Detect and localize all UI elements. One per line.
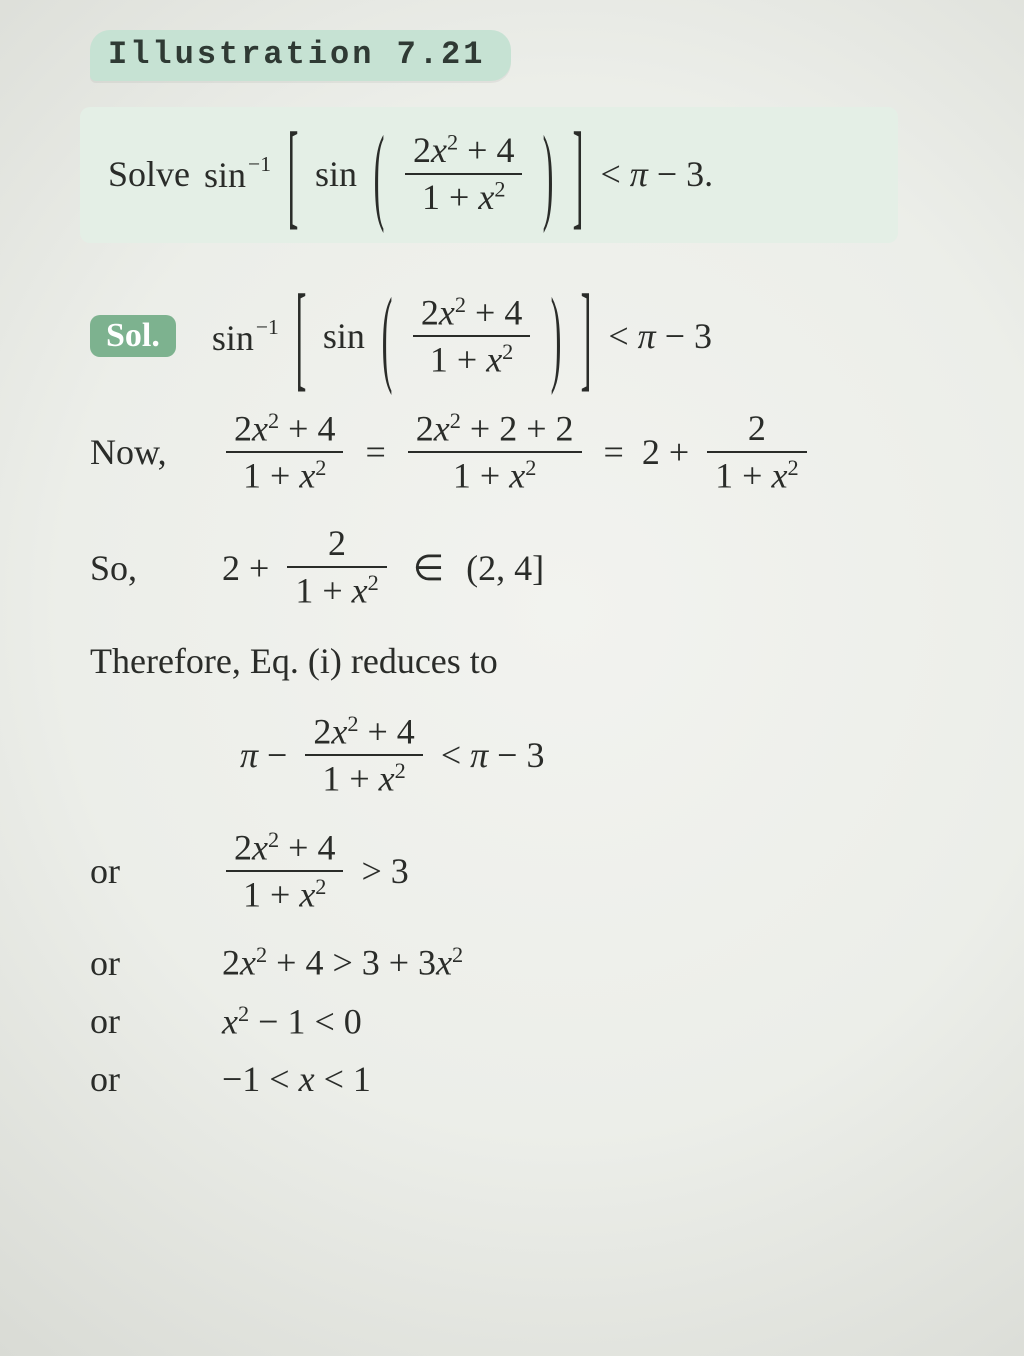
right-paren-icon: ) [541, 120, 555, 228]
left-bracket-icon: [ [286, 115, 300, 234]
rhs: > 3 [361, 853, 408, 889]
equals-icon: = [365, 434, 385, 470]
reduced-line-3: or 2x2 + 4 > 3 + 3x2 [90, 944, 984, 980]
equals-icon: = [604, 434, 624, 470]
interval: (2, 4] [466, 550, 544, 586]
expr: −1 < x < 1 [222, 1061, 371, 1097]
expr-sin-inv: sin−1 [204, 154, 271, 193]
solution-line-1: Sol. sin−1 [ sin ( 2x2 + 4 1 + x2 ) ] < … [90, 293, 984, 379]
lead-now: Now, [90, 434, 208, 470]
solution-line-3: So, 2 + 2 1 + x2 ∈ (2, 4] [90, 525, 984, 610]
expr: 2x2 + 4 > 3 + 3x2 [222, 944, 463, 980]
fraction: 2 1 + x2 [287, 525, 386, 610]
fraction: 2 1 + x2 [707, 410, 806, 495]
left-paren-icon: ( [380, 282, 394, 390]
lead-or: or [90, 853, 208, 889]
two-plus: 2 + [222, 550, 269, 586]
solution-line-2: Now, 2x2 + 4 1 + x2 = 2x2 + 2 + 2 1 + x2… [90, 409, 984, 495]
right-bracket-icon: ] [579, 277, 593, 396]
solution-badge: Sol. [90, 315, 176, 357]
lead-or: or [90, 1003, 208, 1039]
expr-sin: sin [315, 156, 357, 192]
left-bracket-icon: [ [294, 277, 308, 396]
problem-lead: Solve [108, 156, 190, 192]
fraction: 2x2 + 4 1 + x2 [226, 409, 343, 495]
rhs: < π − 3 [441, 737, 545, 773]
reduced-line-5: or −1 < x < 1 [90, 1061, 984, 1097]
fraction: 2x2 + 4 1 + x2 [413, 293, 530, 379]
left-paren-icon: ( [372, 120, 386, 228]
illustration-badge: Illustration 7.21 [90, 30, 511, 81]
expr-sin-inv: sin−1 [212, 317, 279, 356]
lead-or: or [90, 945, 208, 981]
problem-tail: < π − 3. [600, 156, 713, 192]
page: Illustration 7.21 Solve sin−1 [ sin ( 2x… [90, 30, 984, 1119]
lead-or: or [90, 1061, 208, 1097]
expr-sin: sin [323, 318, 365, 354]
fraction: 2x2 + 4 1 + x2 [226, 828, 343, 914]
fraction: 2x2 + 4 1 + x2 [405, 131, 522, 217]
fraction: 2x2 + 2 + 2 1 + x2 [408, 409, 582, 495]
fraction: 2x2 + 4 1 + x2 [305, 712, 422, 798]
problem-box: Solve sin−1 [ sin ( 2x2 + 4 1 + x2 ) ] <… [80, 107, 898, 243]
reduced-line-2: or 2x2 + 4 1 + x2 > 3 [90, 828, 984, 914]
right-paren-icon: ) [549, 282, 563, 390]
line1-tail: < π − 3 [608, 318, 712, 354]
therefore-text: Therefore, Eq. (i) reduces to [90, 640, 984, 682]
pi-minus: π − [240, 737, 287, 773]
reduced-line-4: or x2 − 1 < 0 [90, 1003, 984, 1039]
expr: x2 − 1 < 0 [222, 1003, 362, 1039]
right-bracket-icon: ] [571, 115, 585, 234]
lead-so: So, [90, 550, 208, 586]
element-of-icon: ∈ [413, 550, 444, 586]
reduced-line-1: π − 2x2 + 4 1 + x2 < π − 3 [240, 712, 984, 798]
two-plus: 2 + [642, 434, 689, 470]
